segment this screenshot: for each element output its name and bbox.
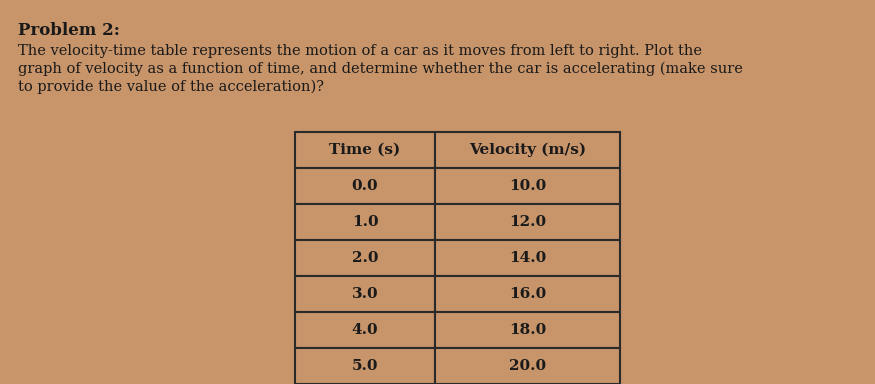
Text: 2.0: 2.0 [352, 251, 378, 265]
Text: 14.0: 14.0 [509, 251, 546, 265]
Bar [295, 168, 435, 204]
Text: The velocity-time table represents the motion of a car as it moves from left to : The velocity-time table represents the m… [18, 44, 702, 58]
Text: 12.0: 12.0 [509, 215, 546, 229]
Bar [435, 168, 620, 204]
Bar [295, 132, 435, 168]
Text: graph of velocity as a function of time, and determine whether the car is accele: graph of velocity as a function of time,… [18, 62, 743, 76]
Text: 5.0: 5.0 [352, 359, 378, 373]
Bar [295, 276, 435, 312]
Text: 4.0: 4.0 [352, 323, 378, 337]
Bar [435, 132, 620, 168]
Bar [295, 348, 435, 384]
Text: 1.0: 1.0 [352, 215, 378, 229]
Text: 18.0: 18.0 [509, 323, 546, 337]
Text: Velocity (m/s): Velocity (m/s) [469, 143, 586, 157]
Bar [435, 204, 620, 240]
Bar [295, 312, 435, 348]
Text: 16.0: 16.0 [509, 287, 546, 301]
Text: 0.0: 0.0 [352, 179, 378, 193]
Bar [435, 240, 620, 276]
Bar [435, 312, 620, 348]
Bar [295, 240, 435, 276]
Text: 20.0: 20.0 [509, 359, 546, 373]
Bar [435, 348, 620, 384]
Text: 10.0: 10.0 [509, 179, 546, 193]
Bar [435, 276, 620, 312]
Text: Problem 2:: Problem 2: [18, 22, 120, 39]
Text: Time (s): Time (s) [329, 143, 401, 157]
Text: to provide the value of the acceleration)?: to provide the value of the acceleration… [18, 80, 324, 94]
Bar [295, 204, 435, 240]
Text: 3.0: 3.0 [352, 287, 378, 301]
